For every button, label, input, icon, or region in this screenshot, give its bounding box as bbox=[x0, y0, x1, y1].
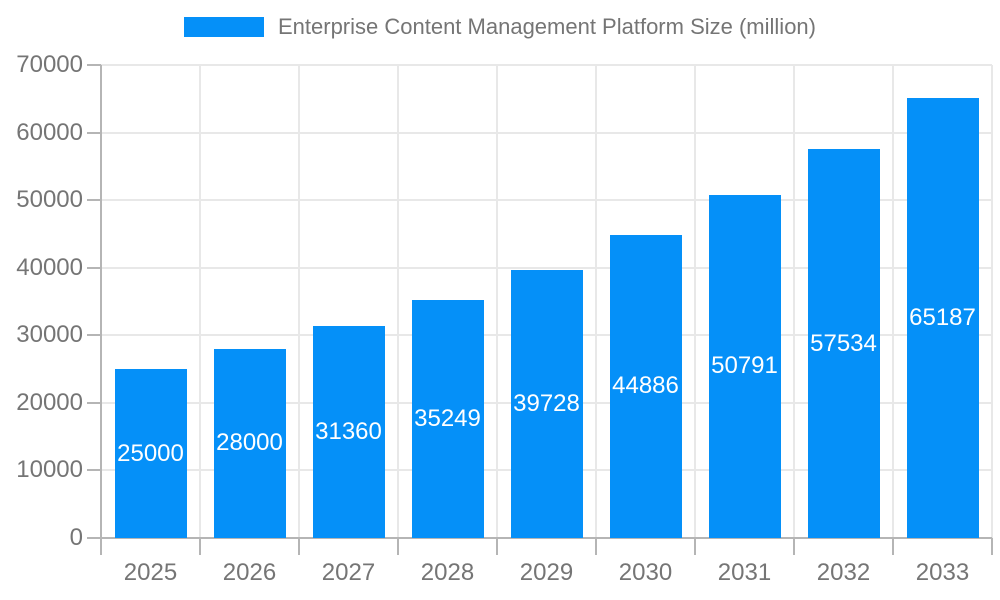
x-axis-tick bbox=[595, 538, 597, 555]
x-axis-tick bbox=[100, 538, 102, 555]
gridline-vertical bbox=[595, 65, 597, 538]
bar-2031: 50791 bbox=[708, 194, 781, 538]
gridline-vertical bbox=[397, 65, 399, 538]
y-axis-tick-label: 70000 bbox=[16, 51, 83, 78]
legend-label: Enterprise Content Management Platform S… bbox=[277, 14, 816, 39]
x-axis-tick-label: 2026 bbox=[222, 559, 277, 586]
y-axis-tick-label: 40000 bbox=[16, 253, 83, 281]
bar-2030: 44886 bbox=[609, 234, 682, 538]
gridline-vertical bbox=[892, 65, 894, 538]
bar-value-label: 39728 bbox=[513, 389, 580, 417]
bar-2032: 57534 bbox=[807, 149, 880, 538]
x-axis-tick bbox=[694, 538, 696, 555]
y-axis-tick bbox=[87, 266, 101, 269]
y-axis-tick-label: 60000 bbox=[16, 118, 83, 146]
y-axis-line bbox=[100, 65, 102, 538]
x-axis-tick-label: 2031 bbox=[717, 559, 772, 586]
x-axis-tick bbox=[199, 538, 201, 555]
bar-value-label: 28000 bbox=[216, 429, 283, 457]
x-axis-tick-label: 2025 bbox=[123, 559, 178, 586]
x-axis-line bbox=[101, 537, 992, 539]
gridline-horizontal bbox=[101, 266, 992, 269]
bar-2027: 31360 bbox=[312, 326, 385, 538]
y-axis-tick bbox=[87, 64, 101, 66]
x-axis-tick bbox=[298, 538, 300, 555]
gridline-horizontal bbox=[101, 64, 992, 66]
y-axis-tick bbox=[87, 537, 101, 539]
gridline-horizontal bbox=[101, 199, 992, 202]
gridline-vertical bbox=[298, 65, 300, 538]
x-axis-tick-label: 2029 bbox=[519, 559, 574, 586]
y-axis-tick-label: 20000 bbox=[16, 388, 83, 416]
y-axis-tick bbox=[87, 401, 101, 404]
y-axis-tick bbox=[87, 334, 101, 337]
x-axis-tick-label: 2030 bbox=[618, 559, 673, 586]
legend-swatch bbox=[183, 17, 264, 37]
x-axis-tick bbox=[397, 538, 399, 555]
x-axis-tick bbox=[991, 538, 993, 555]
x-axis-tick-label: 2027 bbox=[321, 559, 376, 586]
bar-2033: 65187 bbox=[906, 97, 979, 538]
y-axis-tick bbox=[87, 469, 101, 472]
x-axis-tick bbox=[496, 538, 498, 555]
x-axis-tick-label: 2033 bbox=[915, 559, 970, 586]
bar-2028: 35249 bbox=[411, 299, 484, 538]
x-axis-tick-label: 2032 bbox=[816, 559, 871, 586]
x-axis-tick bbox=[892, 538, 894, 555]
y-axis-tick bbox=[87, 131, 101, 134]
bar-2026: 28000 bbox=[213, 348, 286, 538]
bar-value-label: 25000 bbox=[117, 439, 184, 467]
bar-value-label: 31360 bbox=[315, 418, 382, 446]
y-axis-tick-label: 10000 bbox=[16, 456, 83, 484]
y-axis-tick-label: 0 bbox=[69, 524, 83, 551]
gridline-horizontal bbox=[101, 131, 992, 134]
gridline-vertical bbox=[694, 65, 696, 538]
bar-value-label: 35249 bbox=[414, 404, 481, 432]
y-axis-tick bbox=[87, 199, 101, 202]
bar-value-label: 65187 bbox=[909, 303, 976, 331]
legend: Enterprise Content Management Platform S… bbox=[0, 14, 1000, 40]
y-axis-tick-label: 30000 bbox=[16, 321, 83, 349]
gridline-vertical bbox=[793, 65, 795, 538]
bar-2029: 39728 bbox=[510, 269, 583, 538]
bar-value-label: 44886 bbox=[612, 372, 679, 400]
gridline-vertical bbox=[496, 65, 498, 538]
bar-value-label: 57534 bbox=[810, 329, 877, 357]
x-axis-tick-label: 2028 bbox=[420, 559, 475, 586]
y-axis-tick-label: 50000 bbox=[16, 186, 83, 214]
gridline-vertical bbox=[199, 65, 201, 538]
x-axis-tick bbox=[793, 538, 795, 555]
gridline-vertical bbox=[991, 65, 993, 538]
bar-2025: 25000 bbox=[114, 369, 187, 538]
bar-value-label: 50791 bbox=[711, 352, 778, 380]
